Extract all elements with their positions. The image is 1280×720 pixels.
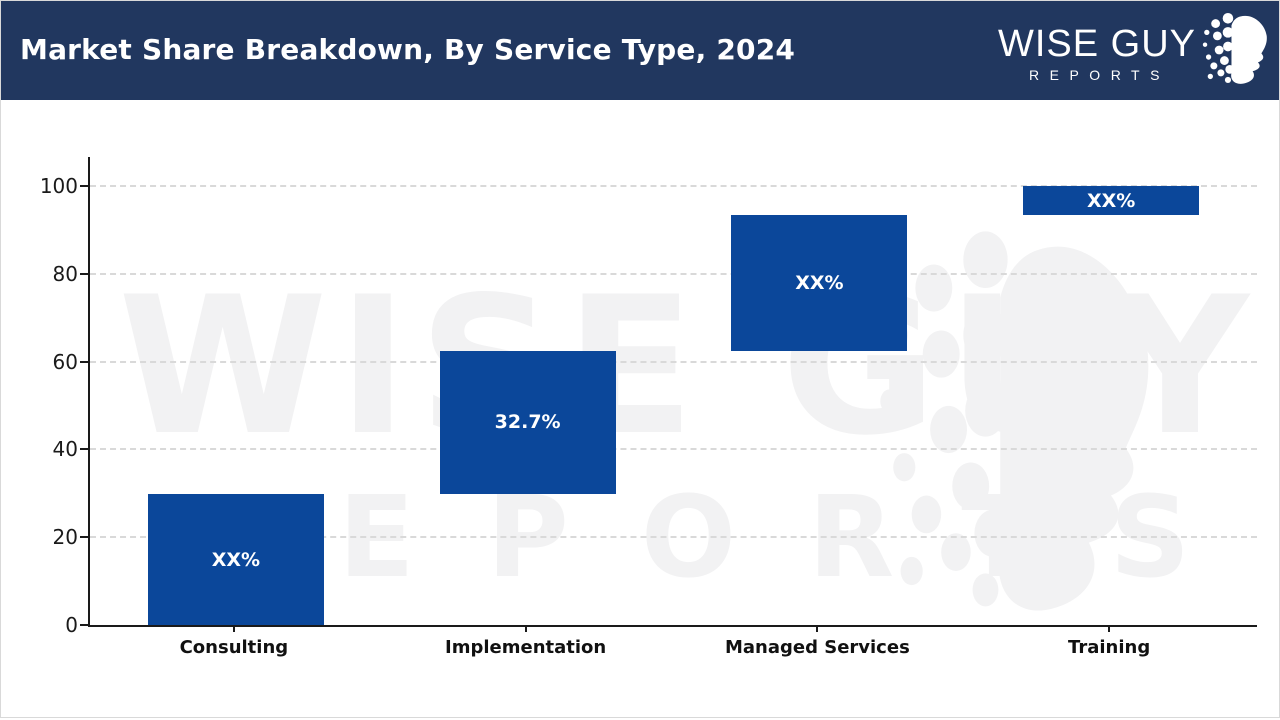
wiseguy-head-icon [1198, 10, 1272, 94]
gridline-60 [90, 360, 1257, 363]
bar-managed-services: XX% [731, 215, 908, 351]
y-axis-tick-label: 60 [52, 349, 78, 374]
page-title: Market Share Breakdown, By Service Type,… [20, 33, 796, 66]
y-axis-tick-mark [80, 536, 88, 539]
bar-implementation: 32.7% [439, 350, 616, 495]
y-axis-tick-label: 100 [39, 174, 78, 198]
bar-value-label: XX% [795, 272, 844, 294]
x-axis-category-label: Implementation [445, 637, 607, 658]
bar-value-label: XX% [1086, 189, 1136, 212]
y-axis-tick-mark [80, 448, 88, 451]
y-axis-tick-label: 0 [65, 613, 78, 637]
brand-subtext: REPORTS [1029, 66, 1170, 83]
x-axis-tick-mark [232, 625, 235, 632]
bar-value-label: 32.7% [494, 411, 561, 434]
y-axis-tick-label: 40 [52, 437, 78, 462]
x-axis-category-label: Consulting [179, 637, 289, 658]
y-axis-tick-mark [80, 624, 88, 626]
x-axis-tick-mark [524, 625, 527, 632]
bar-training: XX% [1023, 186, 1200, 216]
gridline-80 [90, 272, 1257, 275]
bar-consulting: XX% [147, 494, 324, 625]
x-axis-category-label: Training [1068, 637, 1151, 658]
gridline-20 [90, 536, 1257, 539]
brand-logo: WISE GUY REPORTS [998, 10, 1272, 94]
gridline-100 [90, 185, 1257, 187]
gridline-40 [90, 448, 1257, 451]
y-axis-tick-label: 20 [52, 525, 78, 550]
bar-value-label: XX% [211, 548, 261, 571]
x-axis-category-label: Managed Services [724, 637, 910, 658]
brand-logo-text: WISE GUY REPORTS [998, 22, 1196, 83]
y-axis-tick-mark [80, 185, 88, 187]
y-axis-tick-label: 80 [52, 261, 78, 286]
plot-area: XX% 32.7% XX% XX% [88, 157, 1257, 627]
brand-wordmark: WISE GUY [997, 22, 1196, 65]
x-axis-tick-mark [1108, 625, 1111, 632]
header: Market Share Breakdown, By Service Type,… [0, 0, 1280, 100]
y-axis-tick-mark [80, 272, 88, 275]
y-axis-tick-mark [80, 360, 88, 363]
x-axis-tick-mark [816, 625, 819, 632]
